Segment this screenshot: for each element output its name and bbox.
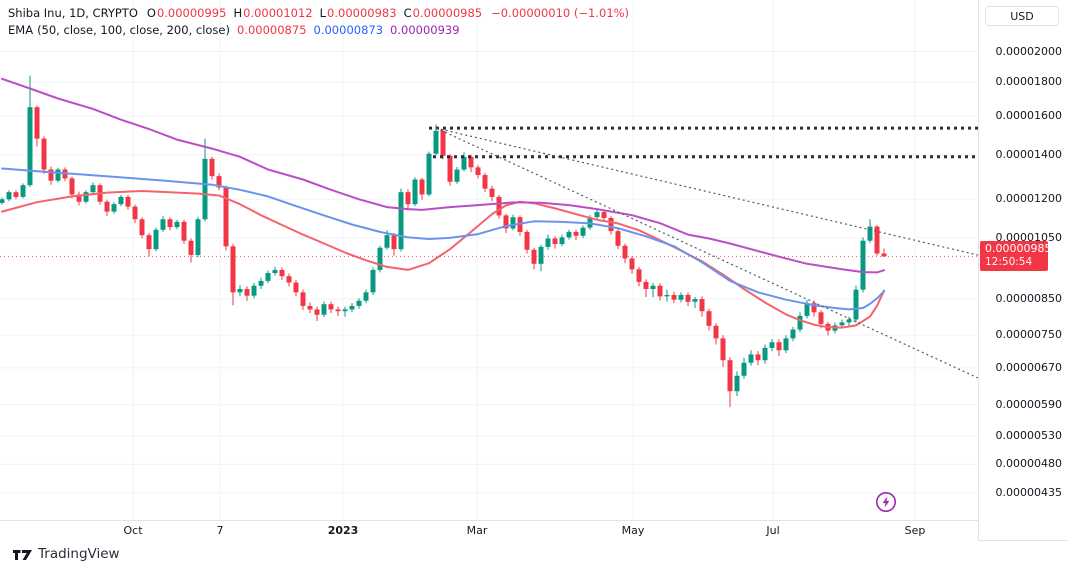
ohlc-high-value: 0.00001012	[243, 5, 313, 20]
last-price-value: 0.00000985	[985, 242, 1052, 256]
ema50-value: 0.00000875	[237, 22, 307, 37]
ohlc-low-value: 0.00000983	[327, 5, 397, 20]
legend-ema-row[interactable]: EMA (50, close, 100, close, 200, close) …	[8, 21, 629, 38]
chart-canvas[interactable]	[0, 0, 978, 520]
time-tick-label: May	[621, 524, 645, 537]
ohlc-open-label: O	[146, 5, 156, 20]
bar-countdown: 12:50:54	[985, 256, 1033, 269]
symbol-title: Shiba Inu, 1D, CRYPTO	[8, 5, 138, 20]
time-tick-label: 7	[216, 524, 224, 537]
price-tick-list: 0.00002000 0.00001800 0.00001600 0.00001400…	[979, 0, 1068, 540]
price-tick-label: 0.00000480	[995, 457, 1062, 471]
time-axis[interactable]: Oct 7 2023 Mar May Jul Sep	[0, 520, 978, 541]
currency-toggle-button[interactable]: USD	[985, 6, 1059, 26]
price-tick-label: 0.00000530	[995, 428, 1062, 442]
ohlc-open-value: 0.00000995	[156, 5, 227, 20]
time-tick-label: Oct	[123, 524, 143, 537]
tradingview-mark-icon	[13, 549, 32, 560]
price-tick-label: 0.00000670	[995, 360, 1062, 374]
price-tick-label: 0.00001050	[995, 230, 1062, 244]
time-tick-label: 2023	[327, 524, 359, 537]
chart-legend: Shiba Inu, 1D, CRYPTO O 0.00000995 H 0.0…	[8, 4, 629, 38]
price-axis[interactable]: USD 0.00002000 0.00001800 0.00001600 0.0000…	[978, 0, 1068, 540]
ema200-value: 0.00000939	[390, 22, 460, 37]
lightning-icon[interactable]	[875, 491, 897, 513]
legend-symbol-row[interactable]: Shiba Inu, 1D, CRYPTO O 0.00000995 H 0.0…	[8, 4, 629, 21]
last-price-label: 0.00000985 12:50:54	[980, 241, 1052, 272]
ohlc-close-value: 0.00000985	[412, 5, 483, 20]
price-tick-label: 0.00001800	[995, 75, 1062, 88]
time-tick-label: Sep	[904, 524, 926, 537]
price-tick-label: 0.00001200	[995, 192, 1062, 206]
price-tick-label: 0.00002000	[995, 44, 1062, 58]
price-tick-label: 0.00000590	[995, 397, 1062, 411]
price-tick-label: 0.00001400	[995, 147, 1062, 161]
tradingview-logo[interactable]: TradingView	[12, 546, 120, 562]
ohlc-low-label: L	[319, 5, 327, 20]
ema-params: (50, close, 100, close, 200, close)	[37, 22, 230, 37]
ema100-value: 0.00000873	[313, 22, 384, 37]
ohlc-high-label: H	[233, 5, 243, 20]
ohlc-close-label: C	[403, 5, 412, 20]
tradingview-wordmark: TradingView	[38, 546, 120, 562]
price-tick-label: 0.00000435	[995, 485, 1062, 499]
change-value: −0.00000010 (−1.01%)	[491, 5, 630, 20]
ema-title: EMA	[8, 22, 34, 37]
time-tick-label: Mar	[466, 524, 488, 537]
price-tick-label: 0.00000850	[995, 292, 1062, 306]
time-tick-label: Jul	[766, 524, 780, 537]
price-tick-label: 0.00001600	[995, 109, 1062, 123]
price-tick-label: 0.00000750	[995, 328, 1062, 342]
